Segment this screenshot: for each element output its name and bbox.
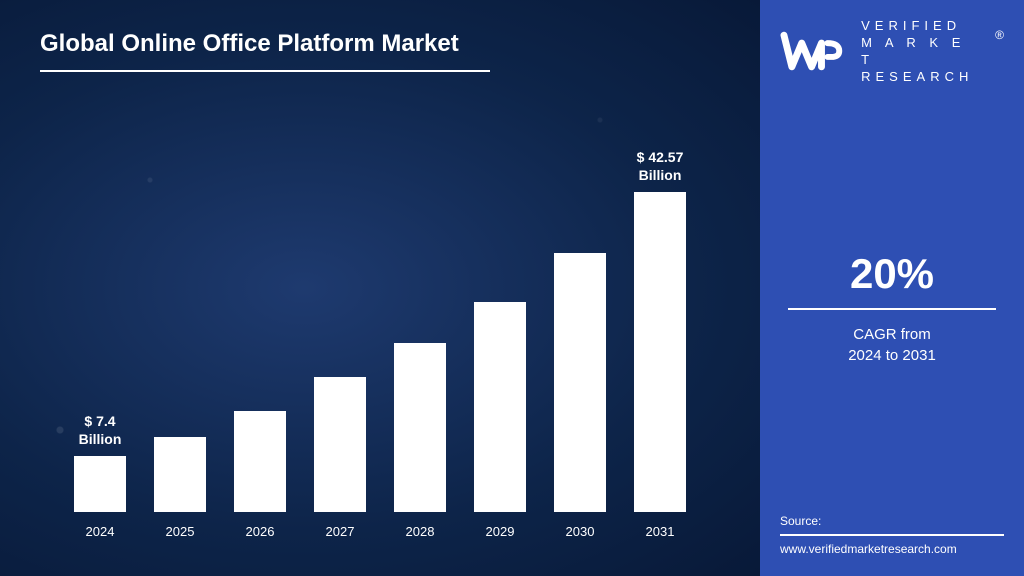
page-title: Global Online Office Platform Market — [40, 30, 720, 58]
bar-group: $ 42.57Billion — [634, 192, 686, 512]
bar — [234, 411, 286, 512]
x-label: 2028 — [394, 524, 446, 539]
bar-group — [394, 343, 446, 512]
brand-line-1: VERIFIED — [861, 18, 985, 35]
source-underline — [780, 534, 1004, 536]
bar — [154, 437, 206, 512]
bar — [554, 253, 606, 512]
bar — [394, 343, 446, 512]
x-label: 2030 — [554, 524, 606, 539]
stat-block: 20% CAGR from 2024 to 2031 — [780, 250, 1004, 366]
brand-line-2: M A R K E T — [861, 35, 985, 69]
bar-group — [234, 411, 286, 512]
bar-group: $ 7.4Billion — [74, 456, 126, 512]
title-underline — [40, 70, 490, 72]
brand-text: VERIFIED M A R K E T RESEARCH — [861, 18, 985, 86]
bar-group — [314, 377, 366, 512]
stat-caption-line-2: 2024 to 2031 — [780, 345, 1004, 366]
brand-line-3: RESEARCH — [861, 69, 985, 86]
bar — [634, 192, 686, 512]
bar-group — [554, 253, 606, 512]
stat-value: 20% — [780, 250, 1004, 298]
x-label: 2025 — [154, 524, 206, 539]
stat-caption: CAGR from 2024 to 2031 — [780, 324, 1004, 366]
bar-group — [474, 302, 526, 512]
main-panel: Global Online Office Platform Market $ 7… — [0, 0, 760, 576]
x-axis-labels: 2024 2025 2026 2027 2028 2029 2030 2031 — [40, 524, 720, 539]
vmr-logo-icon — [780, 29, 851, 75]
brand-logo: VERIFIED M A R K E T RESEARCH ® — [780, 18, 1004, 86]
stat-underline — [788, 308, 996, 310]
bar — [74, 456, 126, 512]
x-label: 2026 — [234, 524, 286, 539]
x-label: 2031 — [634, 524, 686, 539]
registered-icon: ® — [995, 28, 1004, 42]
source-label: Source: — [780, 514, 1004, 528]
bar-value-label: $ 7.4Billion — [79, 413, 122, 448]
bar — [314, 377, 366, 512]
source-url: www.verifiedmarketresearch.com — [780, 542, 1004, 556]
bar-value-label: $ 42.57Billion — [637, 149, 684, 184]
x-label: 2027 — [314, 524, 366, 539]
bar-chart: $ 7.4Billion $ 42.57Billion — [40, 112, 720, 512]
side-panel: VERIFIED M A R K E T RESEARCH ® 20% CAGR… — [760, 0, 1024, 576]
x-label: 2029 — [474, 524, 526, 539]
bar — [474, 302, 526, 512]
source-block: Source: www.verifiedmarketresearch.com — [780, 514, 1004, 556]
x-label: 2024 — [74, 524, 126, 539]
stat-caption-line-1: CAGR from — [780, 324, 1004, 345]
bar-group — [154, 437, 206, 512]
